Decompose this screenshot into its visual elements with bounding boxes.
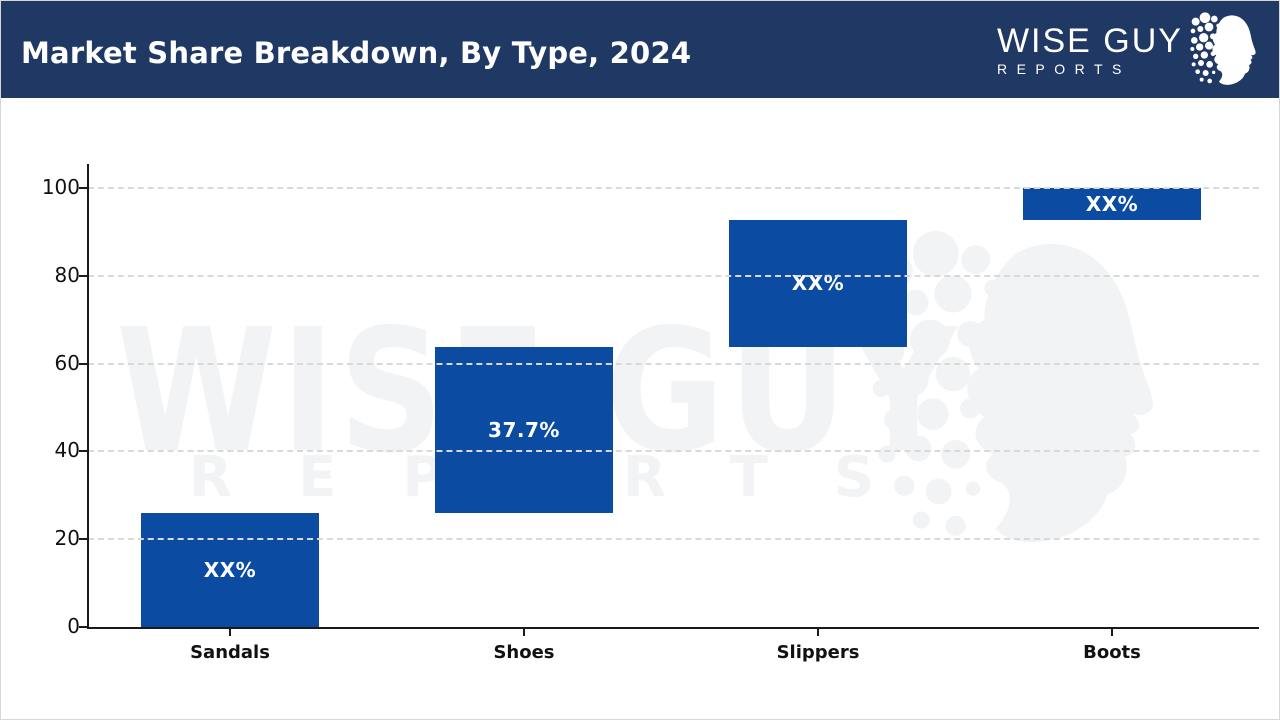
x-tick-label: Boots (1083, 642, 1141, 663)
x-tick-label: Shoes (493, 642, 555, 663)
watermark-head-icon (867, 223, 1159, 571)
bar-label: XX% (203, 557, 257, 582)
y-tick (79, 626, 87, 628)
y-tick-label: 20 (54, 526, 80, 551)
page-title: Market Share Breakdown, By Type, 2024 (21, 35, 692, 70)
bar-label: 37.7% (488, 418, 560, 443)
gridline-20 (88, 538, 1259, 541)
y-tick (79, 362, 87, 365)
y-tick-label: 80 (54, 262, 80, 287)
y-tick-label: 0 (67, 614, 80, 638)
gridline-100 (88, 187, 1259, 189)
bar-sandals: XX% (141, 512, 319, 627)
y-tick (79, 187, 87, 189)
y-tick-label: 100 (41, 175, 80, 199)
y-axis-spine (87, 164, 89, 629)
bar-slippers: XX% (729, 219, 907, 348)
y-tick (79, 274, 87, 277)
bar-boots: XX% (1023, 188, 1201, 220)
bar-label: XX% (1085, 191, 1139, 216)
x-tick (523, 629, 525, 636)
y-tick-label: 60 (54, 350, 80, 375)
x-tick-label: Slippers (776, 642, 860, 663)
brand-wordmark-block: WISE GUY REPORTS (996, 22, 1183, 77)
y-tick (79, 450, 87, 453)
x-tick-label: Sandals (190, 642, 270, 663)
y-tick-label: 40 (54, 438, 80, 463)
header-bar: Market Share Breakdown, By Type, 2024 WI… (1, 1, 1279, 98)
brand-reports-text: REPORTS (996, 60, 1131, 77)
x-axis-spine (87, 627, 1259, 629)
x-tick (817, 629, 819, 636)
x-tick (229, 629, 231, 636)
gridline-60 (88, 362, 1259, 365)
gridline-40 (88, 450, 1259, 453)
gridline-80 (88, 274, 1259, 277)
bar-shoes: 37.7% (435, 347, 613, 513)
x-tick (1111, 629, 1113, 636)
brand-logo: WISE GUY REPORTS (997, 8, 1257, 92)
y-tick (79, 538, 87, 541)
brand-head-icon (1189, 10, 1257, 92)
brand-wordmark: WISE GUY (996, 22, 1183, 61)
